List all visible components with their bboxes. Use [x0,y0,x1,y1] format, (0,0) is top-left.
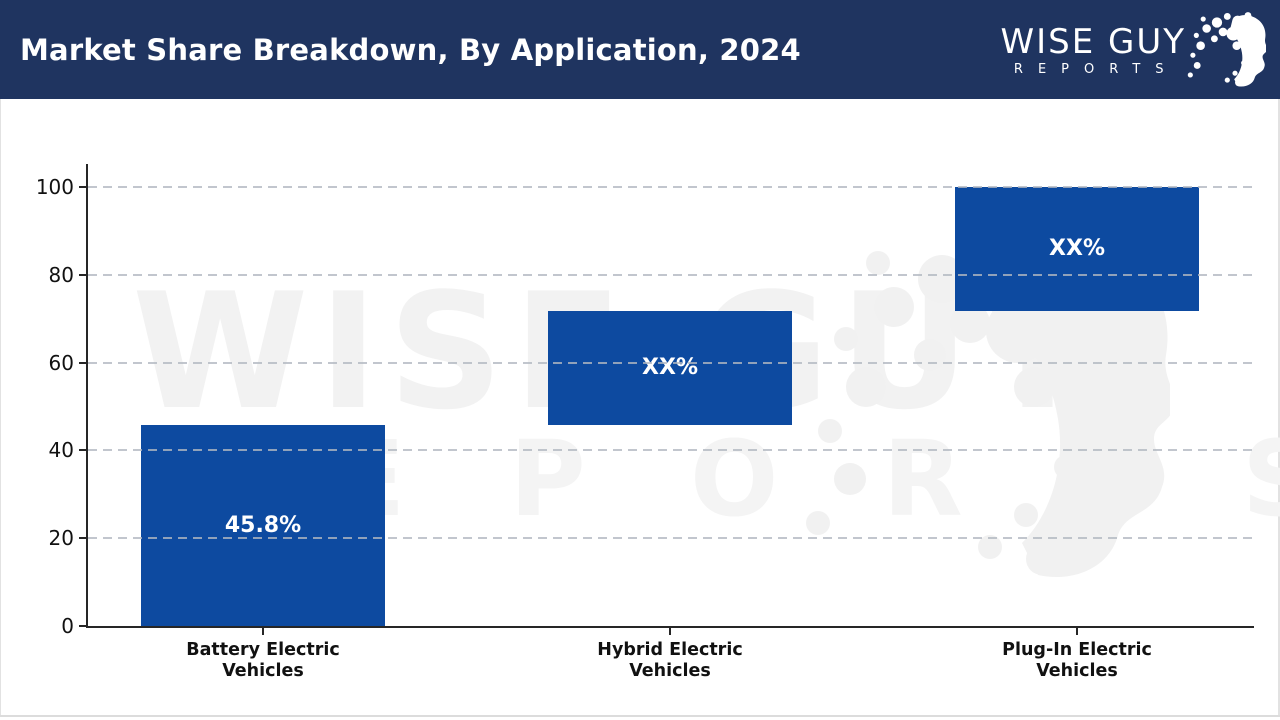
x-label-0: Battery Electric Vehicles [123,640,403,682]
gridline-60 [88,361,1253,364]
gridline-20 [88,537,1253,540]
y-tick-label-80: 80 [48,262,74,287]
bar-battery-electric-vehicles: 45.8% [141,424,385,626]
y-tick-20 [79,537,86,540]
y-tick-label-60: 60 [48,350,74,375]
x-axis-line [86,626,1254,628]
wise-guy-head-icon [1180,8,1266,92]
page-left-border [0,99,1,716]
y-tick-60 [79,361,86,364]
y-tick-0 [79,625,86,627]
x-label-line: Vehicles [222,661,304,681]
y-tick-40 [79,449,86,452]
brand-subtitle: REPORTS [1013,61,1179,77]
bar-value-label: 45.8% [224,512,302,538]
y-tick-label-0: 0 [61,614,74,638]
y-tick-label-20: 20 [48,526,74,551]
header-bar: Market Share Breakdown, By Application, … [0,0,1280,99]
y-tick-label-100: 100 [35,175,74,199]
y-tick-label-40: 40 [48,438,74,463]
gridline-100 [88,186,1253,188]
x-label-line: Vehicles [1036,661,1118,681]
bar-value-label: XX% [1049,236,1105,262]
x-tick-2 [1076,628,1078,635]
x-tick-1 [669,628,671,635]
brand-name: WISE GUY [1000,21,1186,62]
x-label-line: Plug-In Electric [1002,640,1152,660]
bar-value-label: XX% [642,355,698,381]
gridline-80 [88,273,1253,276]
y-tick-80 [79,273,86,276]
bar-plug-in-electric-vehicles: XX% [955,187,1199,311]
page-bottom-border [0,715,1280,717]
x-label-line: Vehicles [629,661,711,681]
x-label-2: Plug-In Electric Vehicles [937,640,1217,682]
y-axis-line [86,164,88,628]
brand-logo-text: WISE GUY REPORTS [1000,24,1186,77]
x-label-line: Hybrid Electric [597,640,743,660]
page-title: Market Share Breakdown, By Application, … [20,32,801,67]
y-tick-100 [79,186,86,188]
x-label-1: Hybrid Electric Vehicles [530,640,810,682]
page-right-border [1278,99,1280,716]
x-label-line: Battery Electric [186,640,340,660]
gridline-40 [88,449,1253,452]
bar-hybrid-electric-vehicles: XX% [548,310,792,425]
x-tick-0 [262,628,264,635]
brand-logo: WISE GUY REPORTS [1000,6,1266,94]
